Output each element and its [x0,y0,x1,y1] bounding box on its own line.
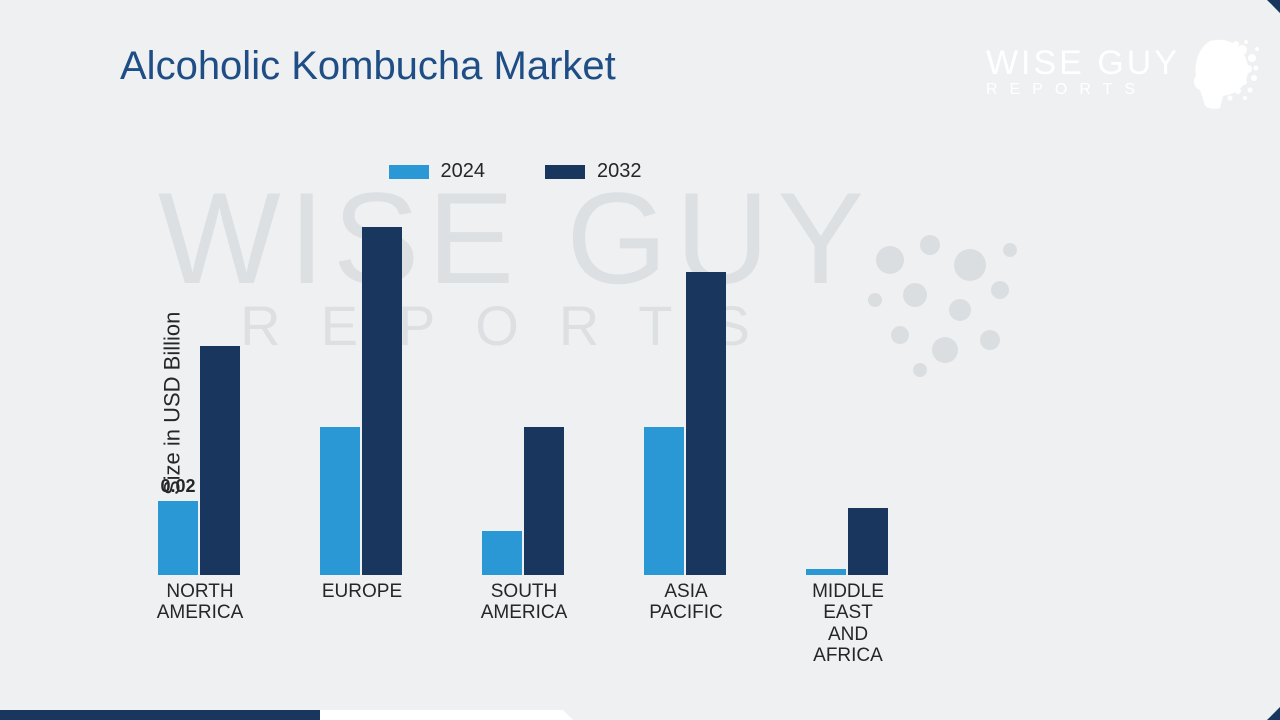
bar-2032 [686,272,726,575]
category-label: NORTHAMERICA [130,581,270,624]
bar-2024 [320,427,360,575]
bar-value-label: 0.02 [160,476,195,497]
bar-2024 [644,427,684,575]
category-label: MIDDLEEASTANDAFRICA [778,581,918,666]
category-label: ASIAPACIFIC [616,581,756,624]
bar-2032 [524,427,564,575]
legend-swatch-2032 [545,165,585,179]
legend-swatch-2024 [389,165,429,179]
legend-item-2032: 2032 [545,160,642,183]
chart-title: Alcoholic Kombucha Market [120,44,616,89]
brand-name-line1: WISE GUY [986,46,1180,80]
bar-2024 [482,531,522,575]
report-slide: WISE GUY REPORTS Alcoholic Kombucha Mark… [0,0,1280,720]
bar-2032 [362,227,402,575]
bar-2032 [200,346,240,575]
bar-chart: 2024 2032 Market Size in USD Billion 0.0… [80,165,950,665]
bar-2024 [806,569,846,575]
bar-2032 [848,508,888,575]
category-label: SOUTHAMERICA [454,581,594,624]
plot-area: 0.02NORTHAMERICAEUROPESOUTHAMERICAASIAPA… [140,205,950,575]
legend-label-2032: 2032 [597,160,642,183]
bottom-strip [0,710,320,720]
legend: 2024 2032 [80,160,950,183]
brand-logo: WISE GUY REPORTS [980,28,1260,118]
legend-item-2024: 2024 [389,160,486,183]
bar-2024 [158,501,198,575]
legend-label-2024: 2024 [441,160,486,183]
brand-name-line2: REPORTS [986,80,1180,101]
brand-head-icon [1190,36,1260,111]
category-label: EUROPE [292,581,432,602]
